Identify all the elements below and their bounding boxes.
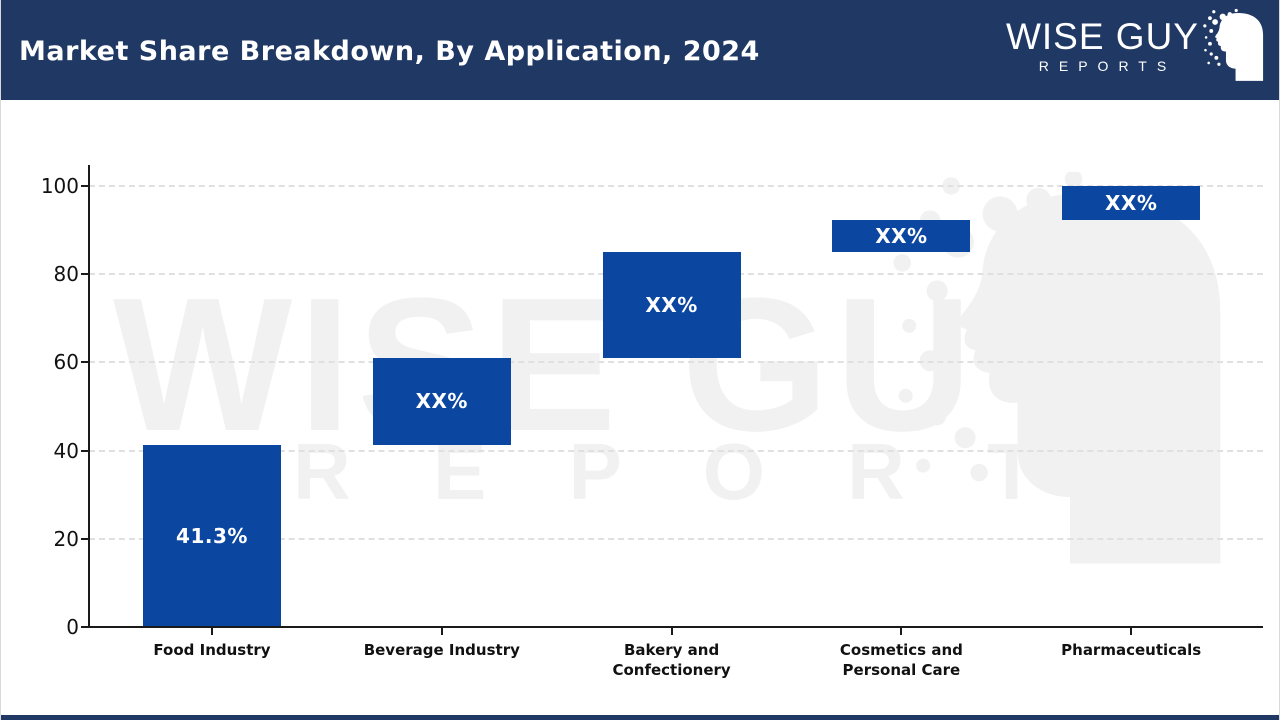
y-tick-0 (81, 626, 88, 628)
y-tick-label-100: 100 (40, 174, 79, 198)
bar-5: XX% (1062, 186, 1201, 220)
gridline-60 (89, 361, 1263, 364)
x-tick-3 (670, 627, 673, 635)
x-tick-4 (900, 627, 903, 635)
y-tick-40 (81, 449, 88, 452)
bar-value-label: 41.3% (176, 523, 248, 548)
brand-name: WISE GUY (1005, 16, 1199, 57)
x-tick-5 (1130, 627, 1133, 635)
y-axis-line (88, 165, 90, 628)
gridline-20 (89, 537, 1263, 540)
x-tick-1 (211, 627, 213, 635)
watermark-face-icon (893, 172, 1221, 564)
gridline-100 (89, 185, 1263, 187)
x-category-label: Beverage Industry (363, 641, 520, 659)
bar-2: XX% (372, 357, 511, 445)
brand-logo: WISE GUY REPORTS (1006, 8, 1265, 84)
y-tick-60 (81, 361, 88, 364)
y-tick-label-80: 80 (53, 262, 79, 287)
x-category-label: Cosmetics and Personal Care (839, 641, 963, 679)
x-category-label: Food Industry (153, 641, 271, 659)
y-tick-label-40: 40 (53, 438, 79, 463)
y-tick-80 (81, 273, 88, 276)
bar-value-label: XX% (645, 293, 698, 318)
bar-1: 41.3% (143, 444, 281, 627)
footer-bar (1, 715, 1279, 720)
header-bar: Market Share Breakdown, By Application, … (1, 0, 1279, 100)
brand-subname: REPORTS (1038, 58, 1177, 74)
x-axis-line (88, 626, 1263, 628)
y-tick-100 (81, 185, 88, 187)
y-tick-label-0: 0 (66, 615, 79, 639)
brand-logo-text: WISE GUY REPORTS (1006, 17, 1199, 75)
x-tick-2 (440, 627, 443, 635)
bar-value-label: XX% (1104, 190, 1158, 215)
bar-3: XX% (602, 252, 741, 358)
face-profile-icon (1203, 8, 1264, 81)
page-title: Market Share Breakdown, By Application, … (19, 36, 760, 67)
y-tick-label-20: 20 (53, 526, 79, 551)
gridline-40 (89, 449, 1263, 452)
x-category-label: Pharmaceuticals (1061, 641, 1202, 659)
y-tick-label-60: 60 (53, 350, 79, 375)
bar-4: XX% (832, 219, 971, 253)
bar-value-label: XX% (415, 389, 468, 414)
y-tick-20 (81, 537, 88, 540)
bar-value-label: XX% (875, 223, 928, 248)
x-category-label: Bakery and Confectionery (612, 641, 731, 679)
